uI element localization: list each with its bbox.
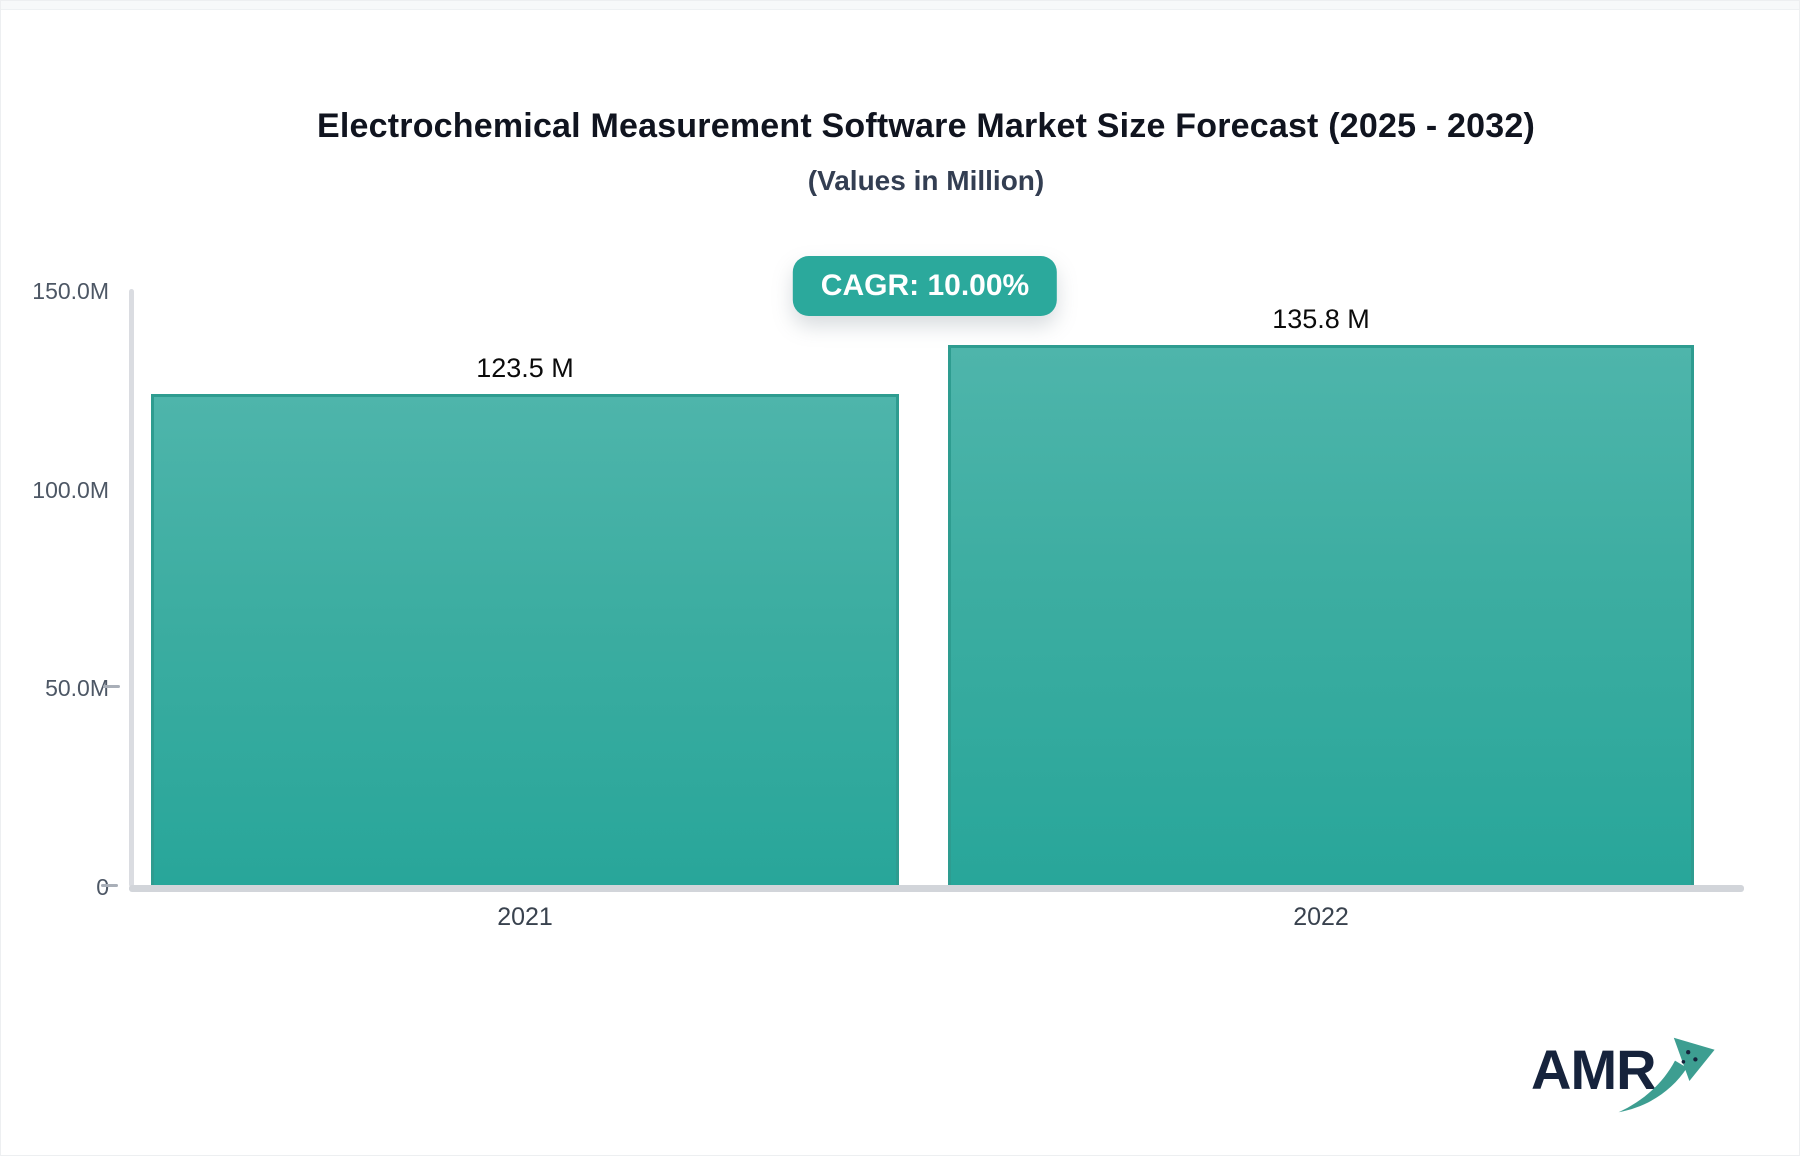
card-top-border (1, 1, 1799, 10)
chart-subtitle: (Values in Million) (807, 165, 1045, 196)
growth-arrow-icon (1618, 1037, 1715, 1113)
bar-2022 (948, 345, 1694, 885)
x-axis-line (129, 885, 1744, 892)
amr-logo: AMR (1531, 1031, 1721, 1121)
y-axis-tick-label-50m: 50.0M (45, 675, 109, 701)
chart-title: Electrochemical Measurement Software Mar… (317, 107, 1535, 145)
amr-logo-text: AMR (1531, 1038, 1657, 1101)
y-axis-tick-label-150m: 150.0M (32, 278, 109, 304)
x-axis-label-2021: 2021 (497, 903, 553, 931)
bar-value-label-2021: 123.5 M (476, 353, 574, 383)
y-axis-tick-mark-0 (101, 884, 118, 887)
y-axis-tick-label-100m: 100.0M (32, 477, 109, 503)
bar-group-2022: 135.8 M (948, 303, 1694, 885)
bar-2021 (151, 394, 899, 885)
bar-group-2021: 123.5 M (151, 352, 899, 885)
y-axis-line (129, 289, 134, 887)
y-axis-tick-mark-50m (103, 685, 120, 688)
cagr-badge: CAGR: 10.00% (792, 256, 1058, 316)
x-axis-label-2022: 2022 (1293, 903, 1349, 931)
y-axis-tick-label-0: 0 (96, 874, 109, 900)
bar-value-label-2022: 135.8 M (1272, 304, 1370, 334)
